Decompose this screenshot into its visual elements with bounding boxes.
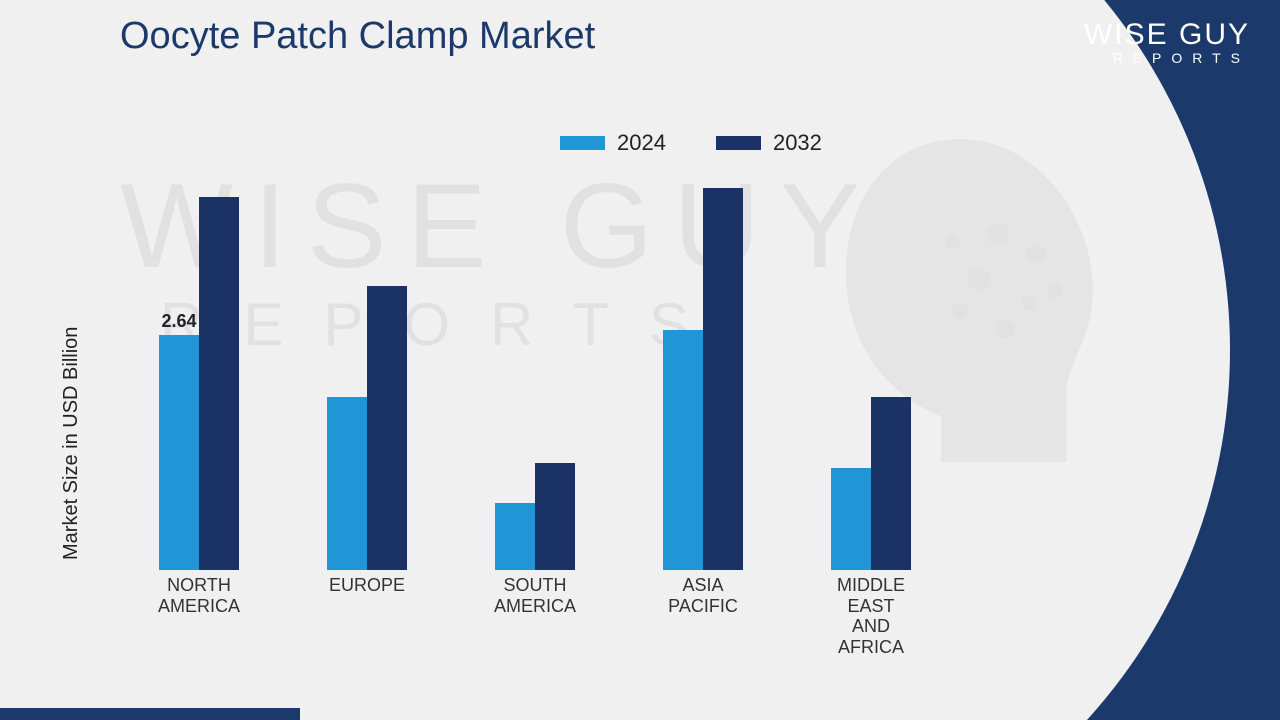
legend: 2024 2032 xyxy=(560,130,822,156)
brand-logo: WISE GUY REPORTS xyxy=(1084,18,1250,66)
bar xyxy=(367,286,407,570)
bar xyxy=(495,503,535,570)
bar-group xyxy=(283,286,451,570)
value-label: 2.64 xyxy=(154,311,204,332)
category-label: SOUTHAMERICA xyxy=(451,575,619,616)
chart-title: Oocyte Patch Clamp Market xyxy=(120,15,595,58)
legend-swatch-2024 xyxy=(560,136,605,150)
bar xyxy=(327,397,367,570)
logo-line1: WISE GUY xyxy=(1084,18,1250,52)
bar xyxy=(703,188,743,570)
bar xyxy=(871,397,911,570)
page: Oocyte Patch Clamp Market WISE GUY REPOR… xyxy=(0,0,1280,720)
bar-group xyxy=(619,188,787,570)
category-label: EUROPE xyxy=(283,575,451,596)
logo-line2: REPORTS xyxy=(1084,50,1250,66)
bottom-accent-bar xyxy=(0,708,300,720)
bar-group xyxy=(451,463,619,570)
bar xyxy=(663,330,703,570)
bar xyxy=(535,463,575,570)
bar xyxy=(159,335,199,570)
y-axis-label: Market Size in USD Billion xyxy=(60,327,83,560)
legend-item-2032: 2032 xyxy=(716,130,822,156)
legend-swatch-2032 xyxy=(716,136,761,150)
bar xyxy=(831,468,871,570)
category-label: MIDDLEEASTANDAFRICA xyxy=(787,575,955,658)
chart-area: Market Size in USD Billion 2024 2032 NOR… xyxy=(60,130,960,690)
category-label: NORTHAMERICA xyxy=(115,575,283,616)
legend-label-2032: 2032 xyxy=(773,130,822,156)
legend-item-2024: 2024 xyxy=(560,130,666,156)
plot-region: NORTHAMERICAEUROPESOUTHAMERICAASIAPACIFI… xyxy=(115,170,955,570)
bar-group xyxy=(787,397,955,570)
bar-group xyxy=(115,197,283,570)
category-label: ASIAPACIFIC xyxy=(619,575,787,616)
bar xyxy=(199,197,239,570)
legend-label-2024: 2024 xyxy=(617,130,666,156)
